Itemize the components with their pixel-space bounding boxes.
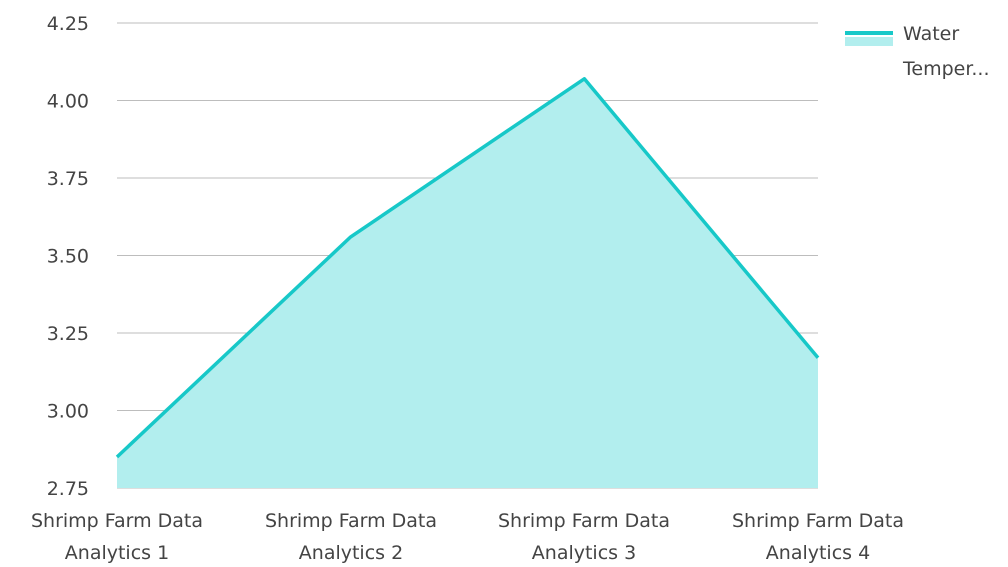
x-category-label: Shrimp Farm Data (31, 510, 203, 532)
x-category-label: Analytics 1 (65, 542, 169, 563)
legend: Water Temper... (845, 23, 990, 80)
x-category-label: Analytics 4 (766, 542, 870, 563)
legend-label-line-1: Water (903, 23, 959, 45)
legend-swatch-fill (845, 37, 893, 46)
x-category-label: Analytics 2 (299, 542, 403, 563)
series-area-fill (117, 79, 818, 488)
y-tick-label: 4.00 (47, 91, 89, 113)
x-category-label: Shrimp Farm Data (732, 510, 904, 532)
series-area (117, 79, 818, 488)
y-tick-label: 2.75 (47, 478, 89, 500)
x-axis-categories: Shrimp Farm Data Analytics 1 Shrimp Farm D… (31, 510, 904, 563)
x-category-label: Analytics 3 (532, 542, 636, 563)
y-tick-label: 4.25 (47, 13, 89, 35)
legend-label-line-2: Temper... (902, 58, 990, 80)
y-tick-label: 3.00 (47, 401, 89, 423)
y-tick-label: 3.50 (47, 246, 89, 268)
y-tick-label: 3.25 (47, 323, 89, 345)
x-category-label: Shrimp Farm Data (265, 510, 437, 532)
x-category-label: Shrimp Farm Data (498, 510, 670, 532)
y-tick-label: 3.75 (47, 168, 89, 190)
y-axis-ticks: 2.75 3.00 3.25 3.50 3.75 4.00 4.25 (47, 13, 89, 500)
